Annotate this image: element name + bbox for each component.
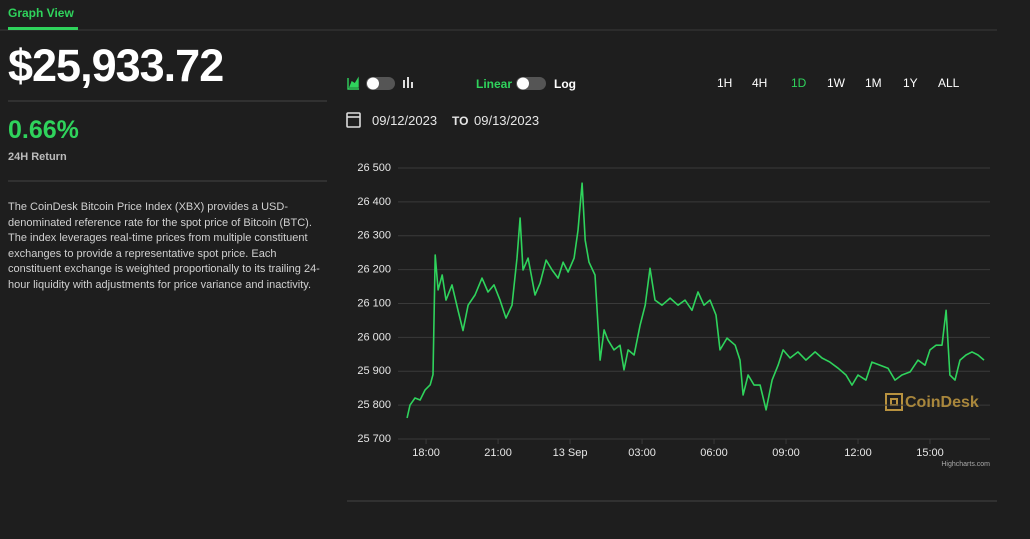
x-tick-label: 13 Sep bbox=[553, 447, 588, 459]
range-button[interactable]: 1Y bbox=[903, 76, 918, 90]
x-tick-label: 03:00 bbox=[628, 447, 656, 459]
scale-option[interactable]: Log bbox=[554, 77, 576, 91]
y-tick-label: 26 400 bbox=[357, 196, 391, 208]
x-tick-label: 09:00 bbox=[772, 447, 800, 459]
range-button[interactable]: 1W bbox=[827, 76, 845, 90]
area-chart-icon[interactable] bbox=[347, 76, 359, 90]
y-tick-label: 26 200 bbox=[357, 264, 391, 276]
y-tick-label: 26 000 bbox=[357, 331, 391, 343]
tab[interactable]: Graph View bbox=[8, 6, 74, 20]
change: 0.66% bbox=[8, 116, 79, 144]
y-tick-label: 25 900 bbox=[357, 365, 391, 377]
calendar-icon[interactable] bbox=[346, 112, 361, 128]
x-tick-label: 21:00 bbox=[484, 447, 512, 459]
y-tick-label: 26 500 bbox=[357, 162, 391, 174]
price: $25,933.72 bbox=[8, 40, 224, 91]
x-tick-label: 06:00 bbox=[700, 447, 728, 459]
price-line bbox=[406, 182, 985, 419]
range-button[interactable]: 4H bbox=[752, 76, 768, 90]
y-tick-label: 26 300 bbox=[357, 230, 391, 242]
change-label: 24H Return bbox=[8, 151, 67, 163]
watermark: CoinDesk bbox=[905, 394, 979, 411]
description: The CoinDesk Bitcoin Price Index (XBX) p… bbox=[8, 201, 320, 291]
y-tick-label: 26 100 bbox=[357, 297, 391, 309]
chart-type-toggle[interactable] bbox=[366, 77, 395, 90]
range-button[interactable]: 1H bbox=[717, 76, 733, 90]
range-button[interactable]: 1D bbox=[791, 76, 807, 90]
scale-toggle[interactable] bbox=[516, 77, 546, 90]
y-tick-label: 25 700 bbox=[357, 433, 391, 445]
credit: Highcharts.com bbox=[941, 461, 990, 468]
bar-chart-icon[interactable] bbox=[403, 77, 413, 88]
x-tick-label: 12:00 bbox=[844, 447, 872, 459]
date-from[interactable]: 09/12/2023 bbox=[372, 113, 438, 128]
scale-option[interactable]: Linear bbox=[476, 77, 513, 91]
range-button[interactable]: ALL bbox=[938, 76, 960, 90]
watermark-icon bbox=[885, 393, 903, 411]
x-tick-label: 15:00 bbox=[916, 447, 944, 459]
y-tick-label: 25 800 bbox=[357, 399, 391, 411]
date-separator: TO bbox=[452, 114, 469, 128]
range-button[interactable]: 1M bbox=[865, 76, 882, 90]
date-to[interactable]: 09/13/2023 bbox=[474, 113, 540, 128]
x-tick-label: 18:00 bbox=[412, 447, 440, 459]
